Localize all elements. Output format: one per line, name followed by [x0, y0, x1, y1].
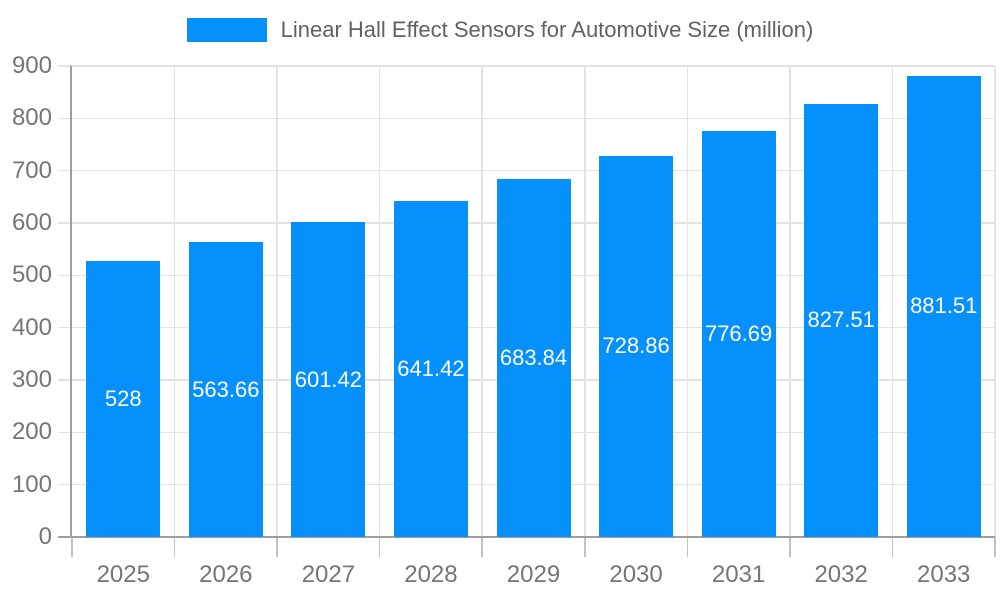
- y-axis-tick-700: [58, 169, 72, 172]
- bar-2033[interactable]: [906, 75, 981, 537]
- y-axis-tick-900: [58, 65, 72, 67]
- bar-value-2029: 683.84: [499, 345, 568, 371]
- y-axis-tick-500: [58, 274, 72, 277]
- legend-swatch: [186, 18, 267, 42]
- bar-2030[interactable]: [599, 155, 674, 537]
- gridline-v-5: [584, 66, 586, 537]
- gridline-v-9: [994, 66, 996, 537]
- x-axis-tick-8: [891, 537, 894, 557]
- gridline-v-2: [276, 66, 278, 537]
- x-axis-tick-3: [378, 537, 381, 557]
- y-axis-label-200: 200: [11, 418, 52, 446]
- x-axis-label-2031: 2031: [711, 561, 766, 588]
- bar-value-2033: 881.51: [910, 293, 978, 319]
- gridline-v-8: [891, 66, 894, 537]
- bar-2032[interactable]: [804, 103, 879, 537]
- y-axis-label-400: 400: [11, 313, 52, 341]
- y-axis-label-300: 300: [11, 366, 52, 393]
- y-axis-label-900: 900: [11, 52, 52, 79]
- y-axis-label-600: 600: [11, 209, 52, 236]
- x-axis-label-2026: 2026: [199, 561, 253, 588]
- x-axis-tick-5: [584, 537, 586, 557]
- y-axis-label-700: 700: [11, 156, 52, 184]
- x-axis-tick-1: [173, 537, 176, 557]
- x-axis-label-2025: 2025: [96, 561, 150, 588]
- y-axis-tick-100: [58, 483, 72, 486]
- bar-2026[interactable]: [188, 242, 263, 537]
- x-axis-tick-9: [994, 537, 996, 557]
- bar-value-2028: 641.42: [397, 356, 465, 382]
- gridline-v-4: [481, 66, 483, 537]
- gridline-h-800: [72, 117, 995, 120]
- y-axis-tick-600: [58, 222, 72, 224]
- bar-2028[interactable]: [393, 201, 468, 537]
- y-axis-label-800: 800: [11, 104, 52, 132]
- gridline-v-3: [378, 66, 381, 537]
- gridline-v-6: [686, 66, 689, 537]
- x-axis-label-2027: 2027: [301, 561, 356, 588]
- x-axis-line: [72, 536, 995, 538]
- y-axis-line: [70, 66, 72, 537]
- y-axis-tick-800: [58, 117, 72, 120]
- x-axis-tick-2: [276, 537, 278, 557]
- gridline-v-1: [173, 66, 176, 537]
- y-axis-tick-200: [58, 431, 72, 434]
- y-axis-label-500: 500: [11, 261, 52, 289]
- y-axis-tick-400: [58, 326, 72, 329]
- x-axis-tick-6: [686, 537, 689, 557]
- bar-value-2031: 776.69: [704, 320, 773, 346]
- bar-value-2032: 827.51: [807, 307, 875, 333]
- x-axis-label-2028: 2028: [404, 561, 458, 588]
- bar-2031[interactable]: [701, 130, 776, 537]
- legend-label: Linear Hall Effect Sensors for Automotiv…: [280, 17, 814, 42]
- bar-value-2027: 601.42: [294, 366, 363, 392]
- x-axis-label-2029: 2029: [506, 561, 561, 588]
- bar-2029[interactable]: [496, 179, 571, 537]
- x-axis-tick-7: [789, 537, 791, 557]
- bar-2027[interactable]: [291, 222, 366, 537]
- gridline-h-700: [72, 169, 995, 172]
- bar-value-2030: 728.86: [602, 333, 670, 359]
- y-axis-label-0: 0: [38, 523, 52, 550]
- bar-value-2026: 563.66: [192, 376, 260, 402]
- x-axis-label-2032: 2032: [814, 561, 868, 588]
- gridline-v-7: [789, 66, 791, 537]
- bar-2025[interactable]: [86, 260, 161, 537]
- x-axis-tick-0: [71, 537, 73, 557]
- y-axis-tick-0: [58, 536, 72, 538]
- x-axis-label-2030: 2030: [609, 561, 663, 588]
- bar-value-2025: 528: [104, 385, 142, 411]
- x-axis-label-2033: 2033: [917, 561, 971, 588]
- legend: Linear Hall Effect Sensors for Automotiv…: [0, 17, 1000, 43]
- x-axis-tick-4: [481, 537, 483, 557]
- gridline-h-900: [72, 65, 995, 67]
- y-axis-label-100: 100: [11, 470, 52, 498]
- y-axis-tick-300: [58, 379, 72, 381]
